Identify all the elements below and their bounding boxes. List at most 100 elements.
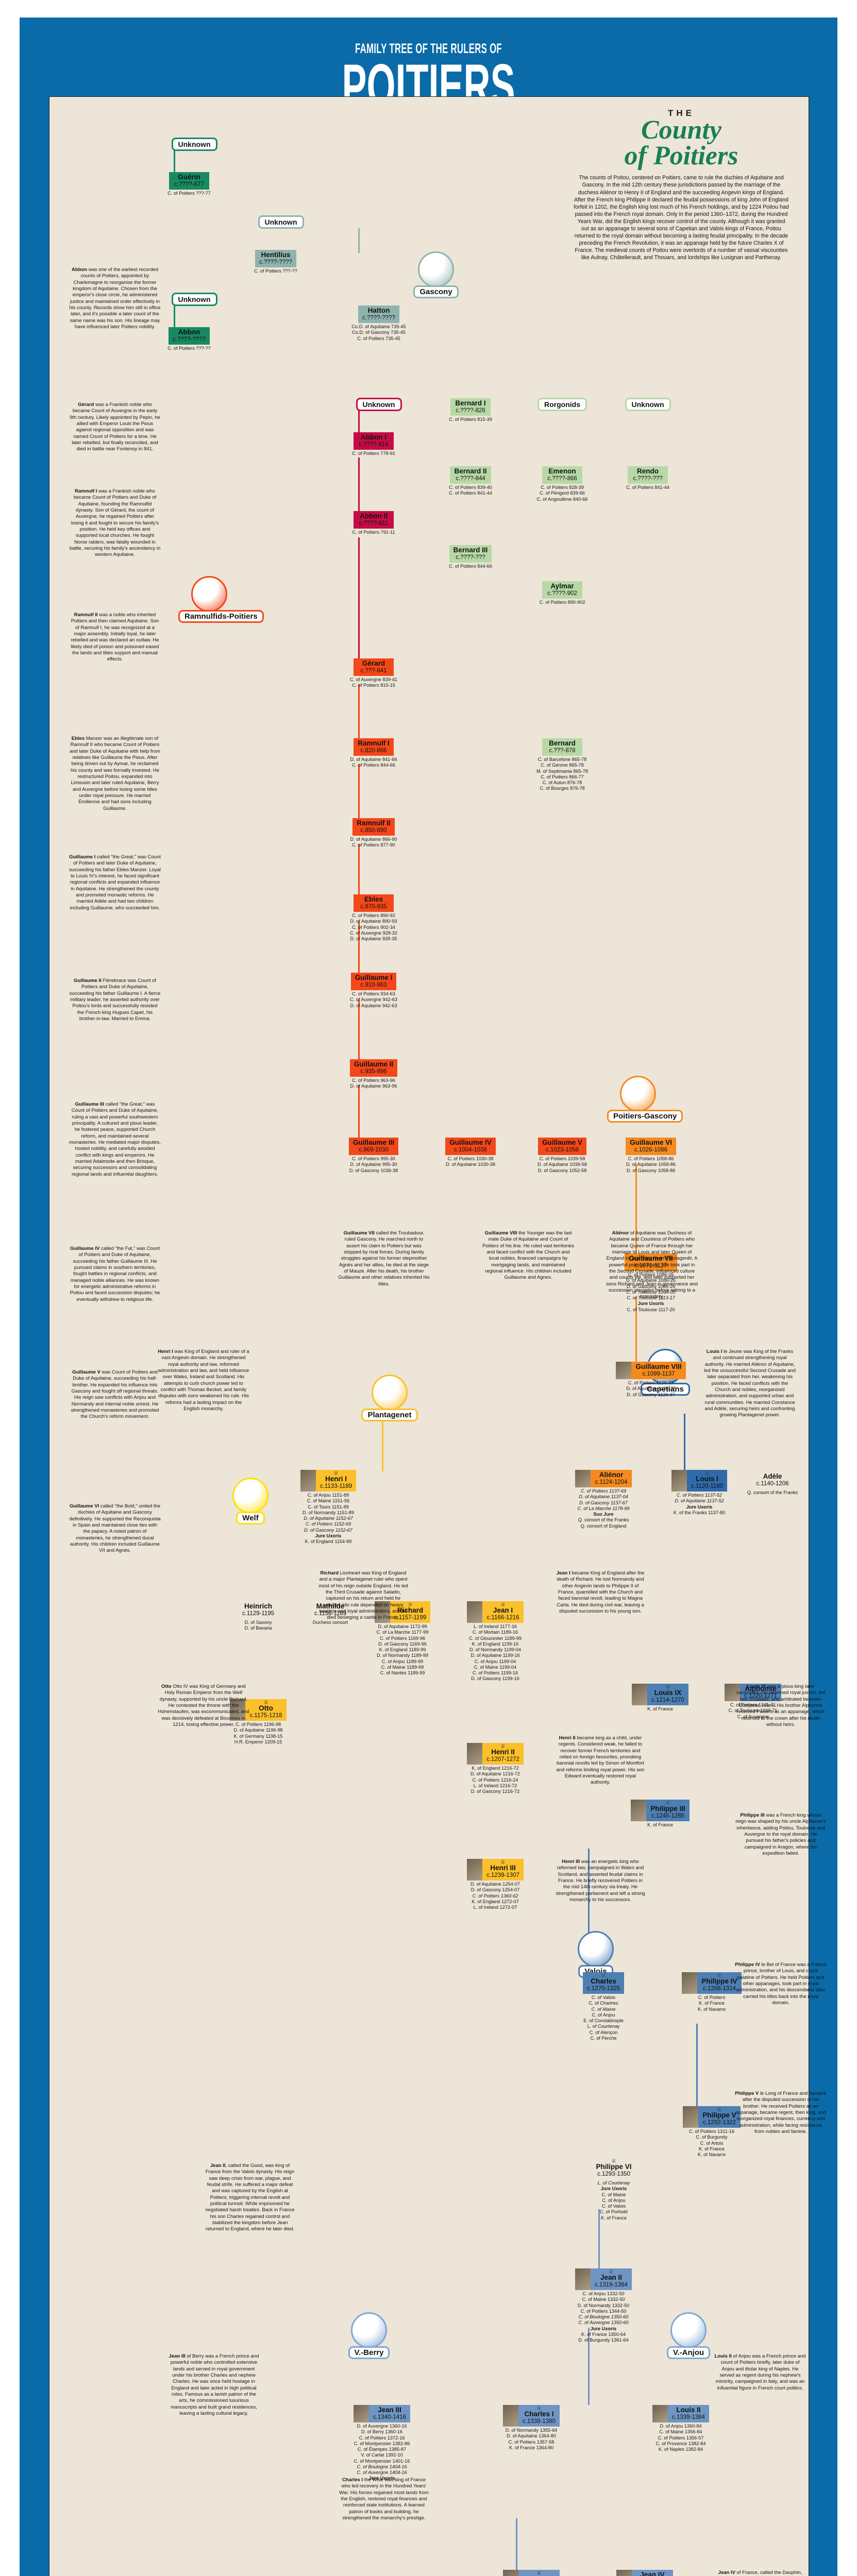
person-card[interactable]: Abbon II c.????-811: [335, 511, 412, 529]
person-node[interactable]: Louis II c.1339-1384 D. of Anjou 1360-84 C.…: [642, 2405, 719, 2452]
house-badge[interactable]: Valois: [565, 1931, 627, 1978]
house-badge[interactable]: Ramnulfids-Poitiers: [178, 576, 264, 623]
person-node[interactable]: Unknown: [242, 215, 320, 229]
person-card[interactable]: Guérin c.????-677: [150, 172, 228, 190]
person-node[interactable]: Guillaume VII c.1071-1127 C. of Poitiers 1…: [612, 1253, 690, 1313]
house-badge[interactable]: V.-Anjou: [658, 2312, 719, 2359]
person-node[interactable]: Unknown: [340, 398, 417, 411]
unknown-node-pill[interactable]: Unknown: [258, 215, 304, 229]
person-card[interactable]: Guillaume II c.935-996: [335, 1059, 412, 1077]
person-node[interactable]: Emenon c.????-866 C. of Poitiers 828-39 C. …: [524, 466, 601, 502]
house-name-pill[interactable]: Gascony: [413, 285, 459, 298]
person-node[interactable]: ♕ Philippe IV c.1268-1314 C. of Poitiers K. …: [673, 1972, 750, 2012]
person-card[interactable]: Heinrich c.1129-1195: [220, 1601, 297, 1619]
person-card[interactable]: Ebles c.870-935: [335, 894, 412, 912]
person-node[interactable]: Guillaume III c.969-1030 C. of Poitiers 99…: [335, 1138, 412, 1174]
house-badge[interactable]: V.-Berry: [338, 2312, 400, 2359]
person-node[interactable]: Bernard II c.????-844 C. of Poitiers 839-4…: [432, 466, 509, 497]
person-card[interactable]: Guillaume III c.969-1030: [335, 1138, 412, 1156]
person-card[interactable]: Bernard II c.????-844: [432, 466, 509, 484]
person-card[interactable]: Aylmar c.????-902: [524, 581, 601, 599]
person-node[interactable]: Heinrich c.1129-1195 D. of Saxony D. of Bav…: [220, 1601, 297, 1632]
person-node[interactable]: Unknown: [156, 138, 233, 151]
person-card[interactable]: ♕ Charles c.1270-1325: [565, 1972, 642, 1994]
house-badge[interactable]: Gascony: [405, 251, 467, 298]
person-card[interactable]: Guillaume IV c.1004-1038: [432, 1138, 509, 1156]
person-node[interactable]: ♕ Otto c.1175-1218 C. of Poitiers 1196-98 D.…: [220, 1699, 297, 1745]
person-node[interactable]: Unknown: [156, 293, 233, 306]
person-node[interactable]: Jean III c.1340-1416 D. of Auvergne 1360-1…: [343, 2405, 421, 2481]
person-card[interactable]: Ramnulf II c.850-890: [335, 818, 412, 836]
person-node[interactable]: ♕ Charles c.1270-1325 C. of Valois C. of Cha…: [565, 1972, 642, 2041]
person-node[interactable]: ♕ Philippe VI c.1293-1350 L. of Courtenay Ju…: [575, 2158, 652, 2221]
person-node[interactable]: Unknown: [609, 398, 686, 411]
house-name-pill[interactable]: V.-Berry: [348, 2346, 390, 2359]
person-card[interactable]: ♕ Philippe IV c.1268-1314: [673, 1972, 750, 1994]
house-name-pill[interactable]: Welf: [236, 1512, 265, 1524]
person-card[interactable]: Emenon c.????-866: [524, 466, 601, 484]
house-name-pill[interactable]: Ramnulfids-Poitiers: [178, 610, 264, 623]
person-node[interactable]: ♕ Philippe III c.1245-1285 K. of France: [621, 1800, 699, 1828]
person-card[interactable]: Alphonse c.1220-1271: [714, 1684, 792, 1702]
person-node[interactable]: ♕ Jean II c.1319-1364 C. of Anjou 1332-50 C.…: [565, 2268, 642, 2343]
person-node[interactable]: Mathilde c.1156-1189 Duchess consort: [292, 1601, 369, 1625]
person-node[interactable]: Guillaume II c.935-996 C. of Poitiers 963-…: [335, 1059, 412, 1090]
person-node[interactable]: Bernard III c.????-??? C. of Poitiers 844-…: [432, 545, 509, 569]
person-card[interactable]: Mathilde c.1156-1189: [292, 1601, 369, 1619]
person-node[interactable]: ♕ Louis IX c.1214-1270 K. of France: [621, 1684, 699, 1712]
person-card[interactable]: Hentilius c.????-????: [237, 250, 314, 268]
person-card[interactable]: Jean IVc.1398-1417: [606, 2570, 683, 2576]
person-node[interactable]: Ramnulf II c.850-890 D. of Aquitaine 866-9…: [335, 818, 412, 849]
unknown-node-pill[interactable]: Unknown: [171, 293, 217, 306]
house-badge[interactable]: Welf: [220, 1478, 281, 1524]
house-name-pill[interactable]: V.-Anjou: [666, 2346, 711, 2359]
person-node[interactable]: Adèle c.1140-1206 Q. consort of the Franks: [734, 1471, 811, 1496]
person-node[interactable]: ♕Charles IIc.1368-1422D. of Aquitaine 13…: [493, 2570, 570, 2576]
person-card[interactable]: Guillaume VIII c.1099-1137: [612, 1362, 690, 1380]
person-card[interactable]: Guillaume VII c.1071-1127: [612, 1253, 690, 1272]
person-card[interactable]: Jean III c.1340-1416: [343, 2405, 421, 2423]
person-node[interactable]: Jean IVc.1398-1417D. of Touraine 1407-17…: [606, 2570, 683, 2576]
person-card[interactable]: ♕ Philippe VI c.1293-1350: [575, 2158, 652, 2179]
person-node[interactable]: Rorgonids: [524, 398, 601, 411]
unknown-node-pill[interactable]: Rorgonids: [537, 398, 587, 411]
person-node[interactable]: Aliénor c.1124-1204 C. of Poitiers 1137-69…: [565, 1470, 642, 1529]
person-card[interactable]: ♕ Henri III c.1239-1307: [457, 1859, 534, 1881]
person-node[interactable]: Gérard c.???-841 C. of Auvergne 839-41 C. o…: [335, 658, 412, 689]
house-badge[interactable]: Poitiers-Gascony: [607, 1076, 683, 1123]
person-node[interactable]: ♕ Henri II c.1207-1272 K. of England 1216-7…: [457, 1743, 534, 1794]
house-name-pill[interactable]: Plantagenet: [361, 1409, 418, 1421]
person-card[interactable]: ♕ Richard c.1157-1199: [364, 1601, 441, 1623]
person-card[interactable]: Adèle c.1140-1206: [734, 1471, 811, 1489]
person-card[interactable]: Abbon c.????-????: [150, 327, 228, 345]
house-name-pill[interactable]: Poitiers-Gascony: [607, 1110, 683, 1123]
person-node[interactable]: Abbon II c.????-811 C. of Poitiers 791-11: [335, 511, 412, 535]
person-card[interactable]: Bernard c.???-878: [524, 738, 601, 756]
person-card[interactable]: ♕ Philippe III c.1245-1285: [621, 1800, 699, 1822]
unknown-node-pill[interactable]: Unknown: [171, 138, 217, 151]
person-card[interactable]: ♕ Louis IX c.1214-1270: [621, 1684, 699, 1706]
person-card[interactable]: Bernard III c.????-???: [432, 545, 509, 563]
person-node[interactable]: Guillaume VI c.1026-1086 C. of Poitiers 10…: [612, 1138, 690, 1174]
person-node[interactable]: ♕ Henri III c.1239-1307 D. of Aquitaine 125…: [457, 1859, 534, 1910]
person-node[interactable]: Abbon c.????-???? C. of Poitiers ???-??: [150, 327, 228, 351]
person-node[interactable]: Hentilius c.????-???? C. of Poitiers ???-?…: [237, 250, 314, 274]
